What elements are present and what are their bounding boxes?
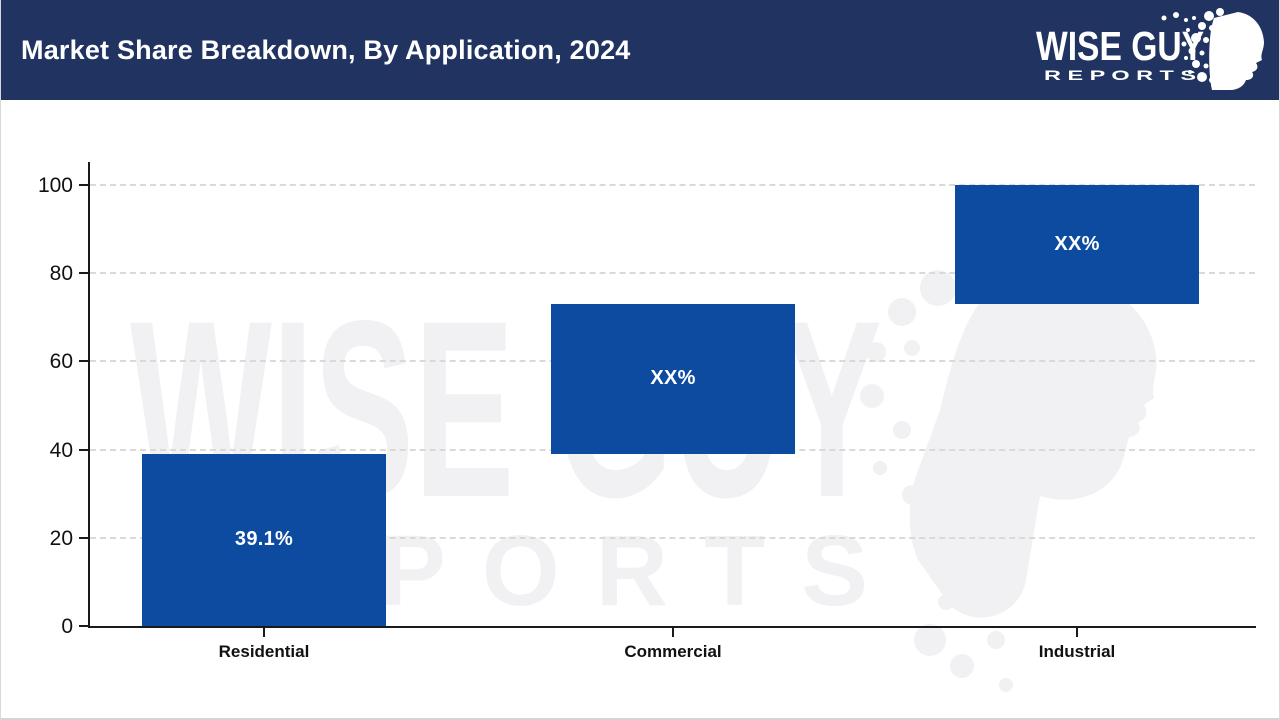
bars-layer: 39.1% XX% XX% [0, 100, 1280, 720]
bar-commercial: XX% [551, 304, 795, 454]
page-title: Market Share Breakdown, By Application, … [21, 34, 631, 65]
bar-value-label-commercial: XX% [650, 367, 696, 390]
logo-wordmark: WISE GUY [1036, 23, 1204, 69]
x-label-industrial: Industrial [1038, 642, 1116, 661]
bar-value-label-industrial: XX% [1054, 233, 1100, 256]
chart-header: Market Share Breakdown, By Application, … [0, 0, 1280, 100]
wise-guy-reports-logo: WISE GUY R E P O R T S [1006, 6, 1266, 94]
y-tick-label-60: 60 [49, 350, 73, 374]
y-tick-label-20: 20 [49, 526, 73, 550]
x-label-commercial: Commercial [624, 642, 722, 661]
y-tick-20 [79, 536, 88, 539]
gridline-80 [90, 272, 1255, 275]
y-tick-label-100: 100 [37, 174, 73, 197]
x-tick-commercial [672, 628, 674, 637]
logo-graphic: WISE GUY R E P O R T S [1036, 8, 1264, 90]
bar-residential: 39.1% [142, 453, 386, 626]
axis-layer: 0 20 40 60 80 100 Residential Commercial Industr… [0, 100, 1280, 720]
y-tick-40 [79, 448, 88, 451]
y-tick-80 [79, 272, 88, 275]
y-tick-0 [79, 625, 88, 627]
logo-accent-dots [1161, 12, 1188, 22]
x-axis-line [88, 626, 1256, 628]
y-tick-100 [79, 184, 88, 186]
x-tick-residential [263, 628, 265, 637]
bar-value-label-residential: 39.1% [234, 528, 294, 551]
y-tick-label-80: 80 [49, 262, 73, 286]
y-axis-line [88, 162, 90, 628]
x-label-residential: Residential [218, 642, 310, 661]
y-tick-label-0: 0 [61, 615, 73, 638]
y-tick-60 [79, 360, 88, 363]
y-tick-label-40: 40 [49, 438, 73, 462]
dotted-face-profile-icon [1181, 8, 1264, 90]
bar-industrial: XX% [955, 185, 1199, 305]
logo-subtext: R E P O R T S [1044, 67, 1196, 83]
gridline-20 [90, 536, 1255, 539]
gridline-100 [90, 184, 1255, 186]
x-tick-industrial [1076, 628, 1078, 637]
